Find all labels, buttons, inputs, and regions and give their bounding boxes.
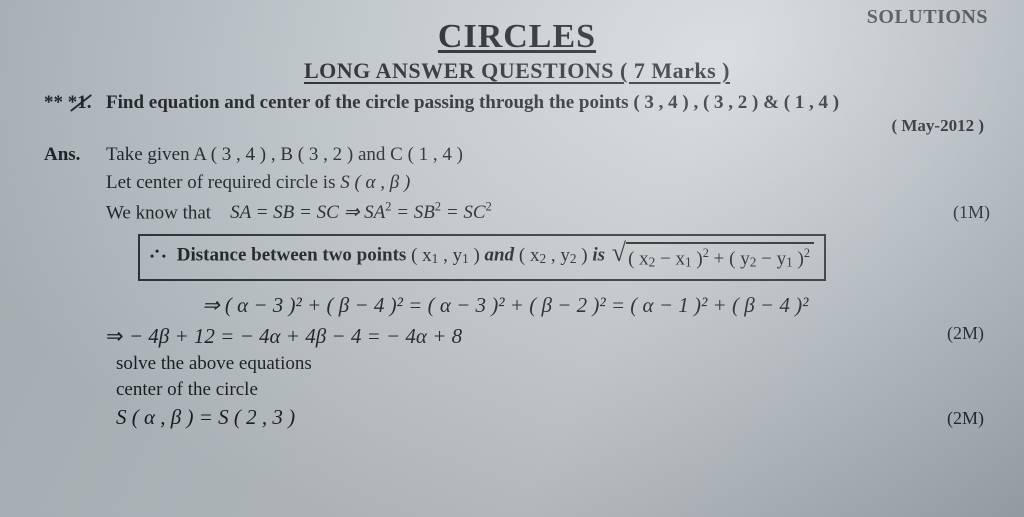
answer-label: Ans. [44,144,106,166]
sa-chain-3: = SC [441,202,486,223]
rb2: − y [756,249,786,270]
box-lead: Distance between two points [177,245,411,266]
let-center-line: Let center of required circle is S ( α ,… [44,172,990,194]
mark-1m: (1M) [939,202,990,223]
box-point-1: ( x1 , y1 ) [411,245,484,266]
let-center-text: Let center of required circle is [106,172,340,193]
bp1c: ) [469,245,480,266]
final-row: S ( α , β ) = S ( 2 , 3 ) (2M) [44,405,990,430]
page-subtitle: LONG ANSWER QUESTIONS ( 7 Marks ) [44,58,990,84]
mark-2m-a: (2M) [933,323,990,344]
s-alpha-beta: S ( α , β ) [340,172,410,193]
bp2b: , y [546,245,570,266]
exam-date: ( May-2012 ) [44,116,990,136]
simpl-body: − 4β + 12 = − 4α + 4β − 4 = − 4α + 8 [129,324,462,348]
distance-formula-box: • Distance between two points ( x1 , y1 … [138,234,826,280]
rplus: + [709,249,729,270]
simplified-row: ⇒ − 4β + 12 = − 4α + 4β − 4 = − 4α + 8 (… [44,318,990,349]
simplified-equation: ⇒ − 4β + 12 = − 4α + 4β − 4 = − 4α + 8 [44,324,462,349]
bp2a: ( x [519,245,540,266]
sa-chain: SA = SB = SC ⇒ SA2 = SB2 = SC2 [230,202,492,223]
question-stem: Find equation and center of the circle p… [106,92,633,113]
ra3: ) [692,249,703,270]
rb1: ( y [729,249,750,270]
sa-chain-2: = SB [391,202,434,223]
sqrt-expr: √ ( x2 − x1 )2 + ( y2 − y1 )2 [612,242,814,270]
mark-2m-b: (2M) [933,408,990,429]
page-corner-label: SOLUTIONS [867,6,988,29]
bp1a: ( x [411,245,432,266]
bp2c: ) [577,245,588,266]
box-point-2: ( x2 , y2 ) [519,245,592,266]
answer-row: Ans. Take given A ( 3 , 4 ) , B ( 3 , 2 … [44,144,990,166]
final-answer: S ( α , β ) = S ( 2 , 3 ) [116,405,295,430]
sa-chain-1: SA = SB = SC ⇒ SA [230,202,385,223]
box-is: is [592,245,609,266]
expanded-equation: ⇒ ( α − 3 )² + ( β − 4 )² = ( α − 3 )² +… [44,293,990,318]
question-text: Find equation and center of the circle p… [106,92,990,114]
we-know-line: We know that SA = SB = SC ⇒ SA2 = SB2 = … [44,200,990,224]
we-know-body: We know that SA = SB = SC ⇒ SA2 = SB2 = … [106,200,492,224]
rb3: ) [793,249,804,270]
because-icon: • [150,248,166,262]
we-know-label: We know that [106,202,211,223]
bp1b: , y [438,245,462,266]
ra1: ( x [628,249,649,270]
question-number-text: ** *1. [44,92,92,113]
radical-icon: √ [612,242,626,270]
ra2: − x [655,249,685,270]
page-title: CIRCLES [44,18,990,56]
box-and: and [485,245,519,266]
answer-take-given: Take given A ( 3 , 4 ) , B ( 3 , 2 ) and… [106,144,990,166]
question-number: ** *1. [44,92,106,114]
center-of-circle-line: center of the circle [44,379,990,401]
question-points: ( 3 , 4 ) , ( 3 , 2 ) & ( 1 , 4 ) [633,92,839,113]
solve-line: solve the above equations [44,353,990,375]
sup-3: 2 [486,200,492,214]
sqrt-arg: ( x2 − x1 )2 + ( y2 − y1 )2 [626,242,814,270]
simpl-lead: ⇒ [106,324,129,348]
question-row: ** *1. Find equation and center of the c… [44,92,990,114]
